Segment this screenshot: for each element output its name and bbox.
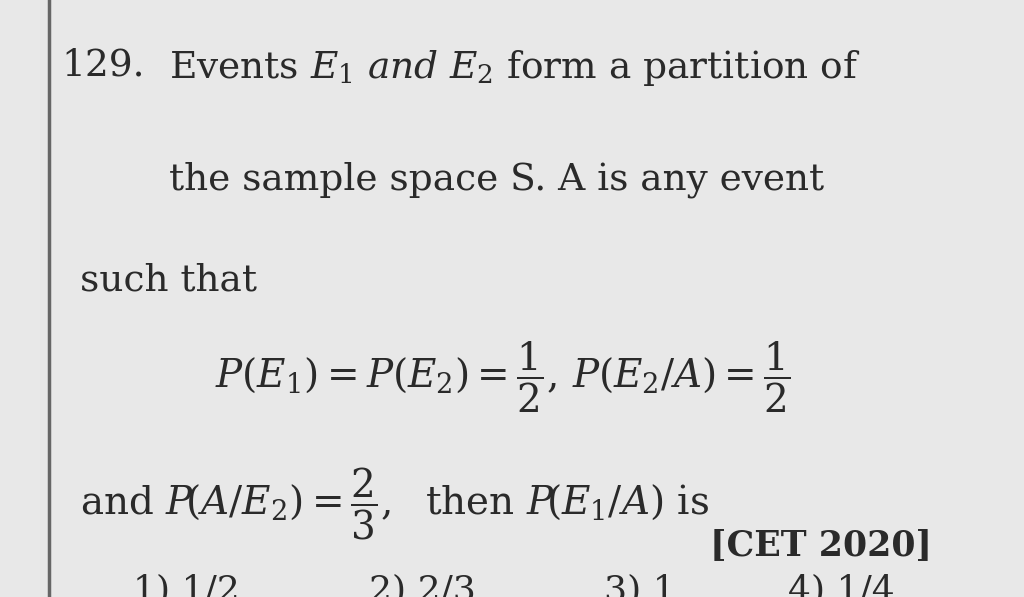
Text: 1) 1/2: 1) 1/2 bbox=[133, 573, 240, 597]
Text: $P(E_1) = P(E_2) = \dfrac{1}{2},\, P(E_2 / A) = \dfrac{1}{2}$: $P(E_1) = P(E_2) = \dfrac{1}{2},\, P(E_2… bbox=[215, 340, 791, 416]
Text: and $P\!\left(A / E_2\right) = \dfrac{2}{3},$  then $P\!\left(E_1 / A\right)$ is: and $P\!\left(A / E_2\right) = \dfrac{2}… bbox=[80, 466, 709, 542]
Text: 129.: 129. bbox=[61, 48, 145, 84]
Text: 3) 1: 3) 1 bbox=[604, 573, 676, 597]
Text: [CET 2020]: [CET 2020] bbox=[710, 528, 932, 562]
Text: the sample space S. A is any event: the sample space S. A is any event bbox=[169, 161, 824, 198]
Text: such that: such that bbox=[80, 263, 257, 298]
Text: 2) 2/3: 2) 2/3 bbox=[369, 573, 475, 597]
Text: Events $E_1$ $\mathit{and}$ $E_2$ form a partition of: Events $E_1$ $\mathit{and}$ $E_2$ form a… bbox=[169, 48, 860, 88]
Text: 4) 1/4: 4) 1/4 bbox=[788, 573, 895, 597]
